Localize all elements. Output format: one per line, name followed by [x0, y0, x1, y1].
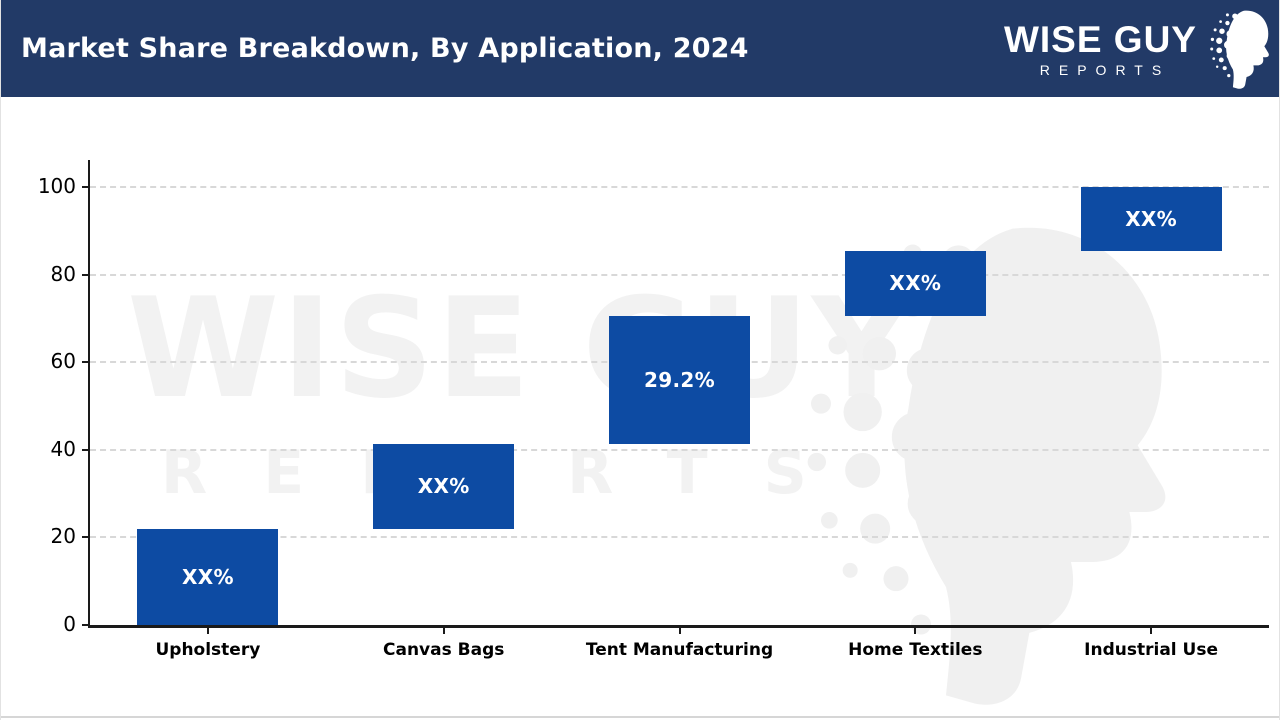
y-tick-label: 60	[50, 349, 76, 374]
y-gridline	[90, 536, 1269, 539]
y-tick-mark	[82, 186, 90, 188]
y-tick-label: 100	[37, 174, 76, 198]
y-gridline	[90, 273, 1269, 276]
y-tick-mark	[82, 536, 90, 539]
bar-value-label: 29.2%	[644, 367, 715, 392]
page-title: Market Share Breakdown, By Application, …	[21, 33, 749, 64]
x-tick-mark	[442, 627, 445, 634]
x-category-label: Home Textiles	[848, 640, 983, 660]
bar-upholstery: XX%	[137, 528, 279, 625]
y-gridline	[90, 186, 1269, 188]
y-tick-label: 40	[50, 436, 76, 461]
y-tick-label: 80	[50, 261, 76, 286]
y-tick-mark	[82, 361, 90, 364]
watermark-wordmark: WISE GUY	[127, 268, 914, 429]
bar-value-label: XX%	[889, 271, 942, 296]
y-tick-mark	[82, 448, 90, 451]
bar-value-label: XX%	[417, 474, 470, 499]
bar-industrial-use: XX%	[1080, 187, 1222, 251]
y-tick-mark	[82, 273, 90, 276]
header-bar: Market Share Breakdown, By Application, …	[1, 0, 1279, 97]
logo-subtext: REPORTS	[1039, 61, 1171, 78]
x-category-label: Canvas Bags	[383, 640, 505, 660]
bar-value-label: XX%	[1125, 206, 1177, 231]
logo-wordmark: WISE GUY	[1003, 18, 1197, 60]
x-axis-spine	[88, 625, 1269, 628]
logo-face-icon	[1201, 8, 1273, 90]
y-tick-label: 20	[50, 524, 76, 549]
y-tick-label: 0	[63, 612, 76, 636]
brand-logo: WISE GUY REPORTS	[1004, 4, 1273, 94]
x-tick-mark	[206, 627, 209, 634]
x-tick-mark	[1150, 627, 1153, 634]
bar-home-textiles: XX%	[844, 250, 986, 316]
bar-value-label: XX%	[182, 564, 234, 589]
x-tick-mark	[914, 627, 917, 634]
y-gridline	[90, 448, 1269, 451]
y-tick-mark	[82, 624, 90, 626]
x-category-label: Upholstery	[155, 640, 261, 660]
y-axis-spine	[88, 160, 90, 628]
bar-tent-manufacturing: 29.2%	[609, 315, 750, 444]
x-category-label: Industrial Use	[1084, 640, 1218, 660]
x-category-label: Tent Manufacturing	[585, 640, 774, 660]
bar-canvas-bags: XX%	[373, 443, 515, 529]
x-tick-mark	[678, 627, 681, 634]
